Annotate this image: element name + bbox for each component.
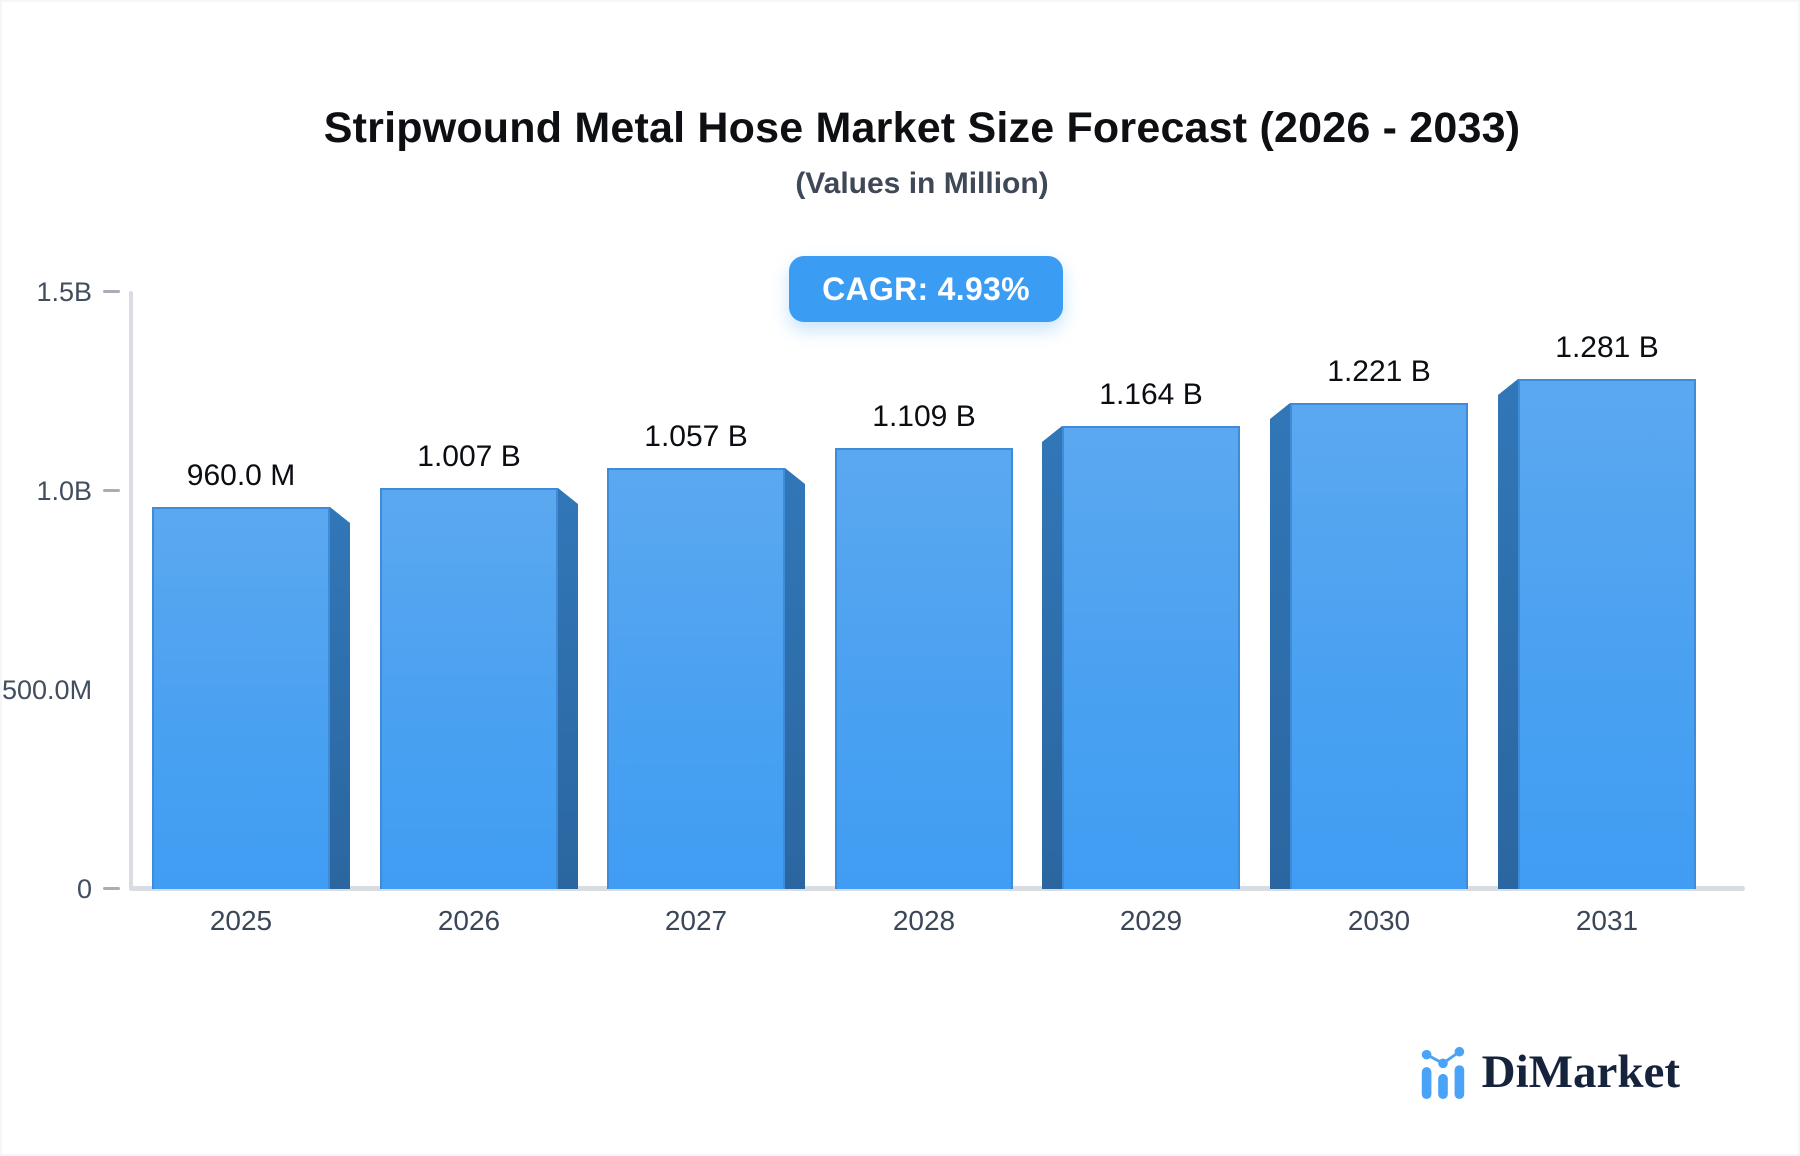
bar-face [1290, 403, 1468, 889]
y-axis-label: 1.5B [36, 277, 92, 307]
bar-face [835, 448, 1013, 889]
x-axis-label: 2030 [1347, 905, 1411, 936]
y-axis-label: 1.0B [36, 476, 92, 506]
bar-face [1062, 426, 1240, 889]
chart-subtitle: (Values in Million) [795, 167, 1049, 200]
chart-title: Stripwound Metal Hose Market Size Foreca… [323, 104, 1521, 152]
bar-side-face [558, 488, 578, 889]
dimarket-logo: DiMarket [1419, 1044, 1680, 1100]
y-axis-tick [103, 887, 120, 890]
bar-value-label: 1.281 B [1555, 331, 1659, 364]
x-axis-label: 2026 [437, 905, 501, 936]
bar-face [1518, 379, 1696, 889]
y-axis-line [129, 291, 133, 889]
dimarket-logo-text: DiMarket [1481, 1046, 1680, 1098]
dimarket-logo-icon [1421, 1046, 1464, 1099]
bar-side-face [1498, 379, 1518, 889]
bar-value-label: 1.221 B [1327, 355, 1431, 388]
x-axis-label: 2025 [209, 905, 273, 936]
bar-face [152, 507, 330, 889]
bar-value-label: 1.007 B [417, 440, 521, 473]
bar-face [607, 468, 785, 889]
cagr-badge-label: CAGR: 4.93% [822, 270, 1030, 307]
bar-value-label: 1.164 B [1099, 378, 1203, 411]
x-axis-label: 2027 [664, 905, 728, 936]
bar-side-face [1270, 403, 1290, 889]
bar-value-label: 1.057 B [644, 420, 748, 453]
bar-value-label: 1.109 B [872, 400, 976, 433]
y-axis-label: 500.0M [2, 675, 93, 705]
bar-face [380, 488, 558, 889]
bar-value-label: 960.0 M [186, 459, 296, 492]
y-axis-label: 0 [76, 874, 92, 904]
cagr-badge: CAGR: 4.93% [789, 256, 1063, 322]
x-axis-label: 2028 [892, 905, 956, 936]
bar-side-face [1042, 426, 1062, 889]
bar-side-face [330, 507, 350, 889]
x-axis-label: 2029 [1119, 905, 1183, 936]
bar-side-face [785, 468, 805, 889]
x-axis-label: 2031 [1575, 905, 1639, 936]
y-axis-tick [103, 290, 120, 293]
y-axis-tick [103, 489, 120, 492]
